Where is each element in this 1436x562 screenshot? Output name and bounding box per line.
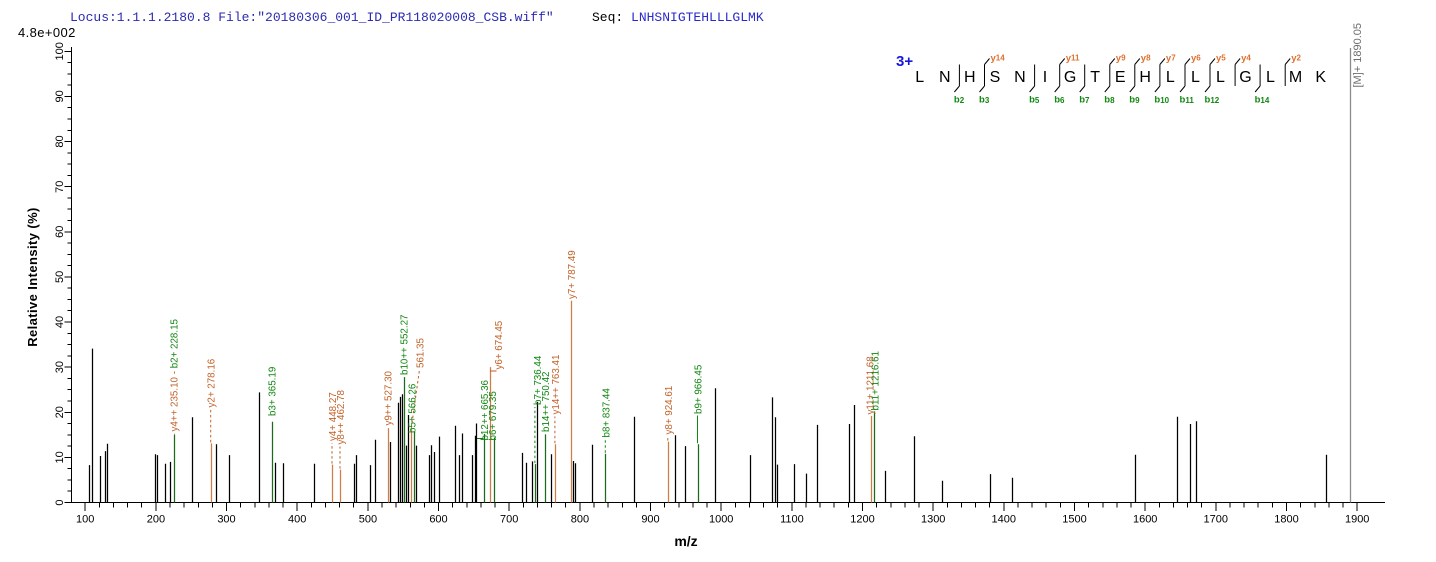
svg-text:H: H bbox=[1139, 69, 1151, 86]
svg-text:y7: y7 bbox=[1166, 53, 1176, 64]
svg-text:3+: 3+ bbox=[896, 53, 913, 70]
svg-text:y9++ 527.30: y9++ 527.30 bbox=[384, 370, 395, 425]
svg-text:I: I bbox=[1043, 69, 1047, 86]
svg-text:1300: 1300 bbox=[921, 514, 945, 526]
svg-text:20: 20 bbox=[54, 406, 66, 418]
svg-text:[M]+ 1890.05: [M]+ 1890.05 bbox=[1352, 23, 1364, 88]
svg-text:1100: 1100 bbox=[780, 514, 804, 526]
svg-text:1900: 1900 bbox=[1345, 514, 1369, 526]
svg-text:800: 800 bbox=[571, 514, 589, 526]
svg-text:1000: 1000 bbox=[709, 514, 733, 526]
svg-text:80: 80 bbox=[54, 135, 66, 147]
svg-text:y5: y5 bbox=[1216, 53, 1226, 64]
svg-text:N: N bbox=[939, 69, 951, 86]
svg-text:L: L bbox=[915, 69, 924, 86]
svg-text:30: 30 bbox=[54, 361, 66, 373]
svg-text:y4++ 235.10 - b2+ 228.15: y4++ 235.10 - b2+ 228.15 bbox=[170, 318, 181, 431]
svg-text:b8+ 837.44: b8+ 837.44 bbox=[601, 388, 612, 438]
svg-text:y2: y2 bbox=[1291, 53, 1301, 64]
svg-text:600: 600 bbox=[429, 514, 447, 526]
svg-text:10: 10 bbox=[54, 451, 66, 463]
svg-text:b6+ 679.35: b6+ 679.35 bbox=[488, 391, 499, 441]
svg-text:y8+ 924.61: y8+ 924.61 bbox=[664, 386, 675, 435]
svg-text:T: T bbox=[1090, 69, 1100, 86]
svg-text:Relative Intensity (%): Relative Intensity (%) bbox=[25, 207, 40, 347]
svg-text:y4+ 448.27: y4+ 448.27 bbox=[328, 392, 339, 441]
svg-text:1800: 1800 bbox=[1274, 514, 1298, 526]
svg-text:y9: y9 bbox=[1116, 53, 1126, 64]
svg-text:1600: 1600 bbox=[1133, 514, 1157, 526]
svg-text:100: 100 bbox=[76, 514, 94, 526]
svg-text:90: 90 bbox=[54, 90, 66, 102]
svg-text:b7+ 736.44: b7+ 736.44 bbox=[533, 355, 544, 405]
svg-text:b8: b8 bbox=[1104, 94, 1115, 105]
svg-text:b3+ 365.19: b3+ 365.19 bbox=[268, 367, 279, 416]
svg-text:G: G bbox=[1239, 69, 1251, 86]
svg-text:L: L bbox=[1166, 69, 1175, 86]
svg-text:60: 60 bbox=[54, 226, 66, 238]
svg-text:b14++ 750.42: b14++ 750.42 bbox=[541, 372, 552, 432]
svg-text:y11: y11 bbox=[1066, 53, 1080, 64]
svg-text:b11+ 1216.61: b11+ 1216.61 bbox=[870, 351, 881, 410]
svg-text:L: L bbox=[1191, 69, 1200, 86]
svg-text:700: 700 bbox=[500, 514, 518, 526]
svg-text:561.35: 561.35 bbox=[415, 337, 426, 368]
svg-text:100: 100 bbox=[54, 42, 66, 60]
svg-text:300: 300 bbox=[217, 514, 235, 526]
svg-text:b12: b12 bbox=[1205, 94, 1220, 105]
svg-text:b9+ 966.45: b9+ 966.45 bbox=[694, 364, 705, 414]
svg-text:N: N bbox=[1014, 69, 1026, 86]
svg-text:500: 500 bbox=[359, 514, 377, 526]
svg-text:1200: 1200 bbox=[850, 514, 874, 526]
svg-text:K: K bbox=[1315, 69, 1326, 86]
svg-text:b7: b7 bbox=[1079, 94, 1090, 105]
svg-text:L: L bbox=[1266, 69, 1275, 86]
svg-text:400: 400 bbox=[288, 514, 306, 526]
svg-text:1400: 1400 bbox=[992, 514, 1016, 526]
svg-text:b3: b3 bbox=[979, 94, 990, 105]
svg-text:y14++ 763.41: y14++ 763.41 bbox=[551, 355, 562, 415]
svg-text:S: S bbox=[990, 69, 1001, 86]
svg-text:L: L bbox=[1216, 69, 1225, 86]
svg-text:b14: b14 bbox=[1255, 94, 1270, 105]
svg-text:y8: y8 bbox=[1141, 53, 1151, 64]
svg-text:y11+ 1211.68: y11+ 1211.68 bbox=[865, 356, 876, 415]
svg-text:b2: b2 bbox=[954, 94, 965, 105]
svg-text:M: M bbox=[1289, 69, 1302, 86]
svg-text:H: H bbox=[964, 69, 976, 86]
svg-text:y6: y6 bbox=[1191, 53, 1201, 64]
svg-text:1700: 1700 bbox=[1204, 514, 1228, 526]
svg-text:b12++ 665.36: b12++ 665.36 bbox=[480, 379, 491, 440]
svg-text:y6+ 674.45: y6+ 674.45 bbox=[494, 320, 505, 369]
svg-text:E: E bbox=[1115, 69, 1126, 86]
svg-text:70: 70 bbox=[54, 181, 66, 193]
svg-text:b5: b5 bbox=[1029, 94, 1040, 105]
svg-text:b9: b9 bbox=[1129, 94, 1140, 105]
svg-text:40: 40 bbox=[54, 316, 66, 328]
svg-text:y7+ 787.49: y7+ 787.49 bbox=[567, 250, 578, 299]
svg-text:G: G bbox=[1064, 69, 1076, 86]
svg-text:m/z: m/z bbox=[674, 533, 697, 549]
svg-text:200: 200 bbox=[147, 514, 165, 526]
svg-text:y8++ 462.78: y8++ 462.78 bbox=[336, 389, 347, 444]
svg-text:b6: b6 bbox=[1054, 94, 1065, 105]
svg-text:b10++ 552.27: b10++ 552.27 bbox=[400, 315, 411, 375]
svg-text:y14: y14 bbox=[991, 53, 1006, 64]
svg-text:y4: y4 bbox=[1241, 53, 1251, 64]
svg-text:900: 900 bbox=[641, 514, 659, 526]
svg-text:1500: 1500 bbox=[1062, 514, 1086, 526]
svg-text:0: 0 bbox=[54, 499, 66, 505]
svg-text:50: 50 bbox=[54, 271, 66, 283]
svg-text:y2+ 278.16: y2+ 278.16 bbox=[207, 358, 218, 407]
svg-text:b10: b10 bbox=[1154, 94, 1169, 105]
svg-text:b11: b11 bbox=[1180, 94, 1195, 105]
svg-text:b5+ 566.26: b5+ 566.26 bbox=[408, 383, 419, 433]
